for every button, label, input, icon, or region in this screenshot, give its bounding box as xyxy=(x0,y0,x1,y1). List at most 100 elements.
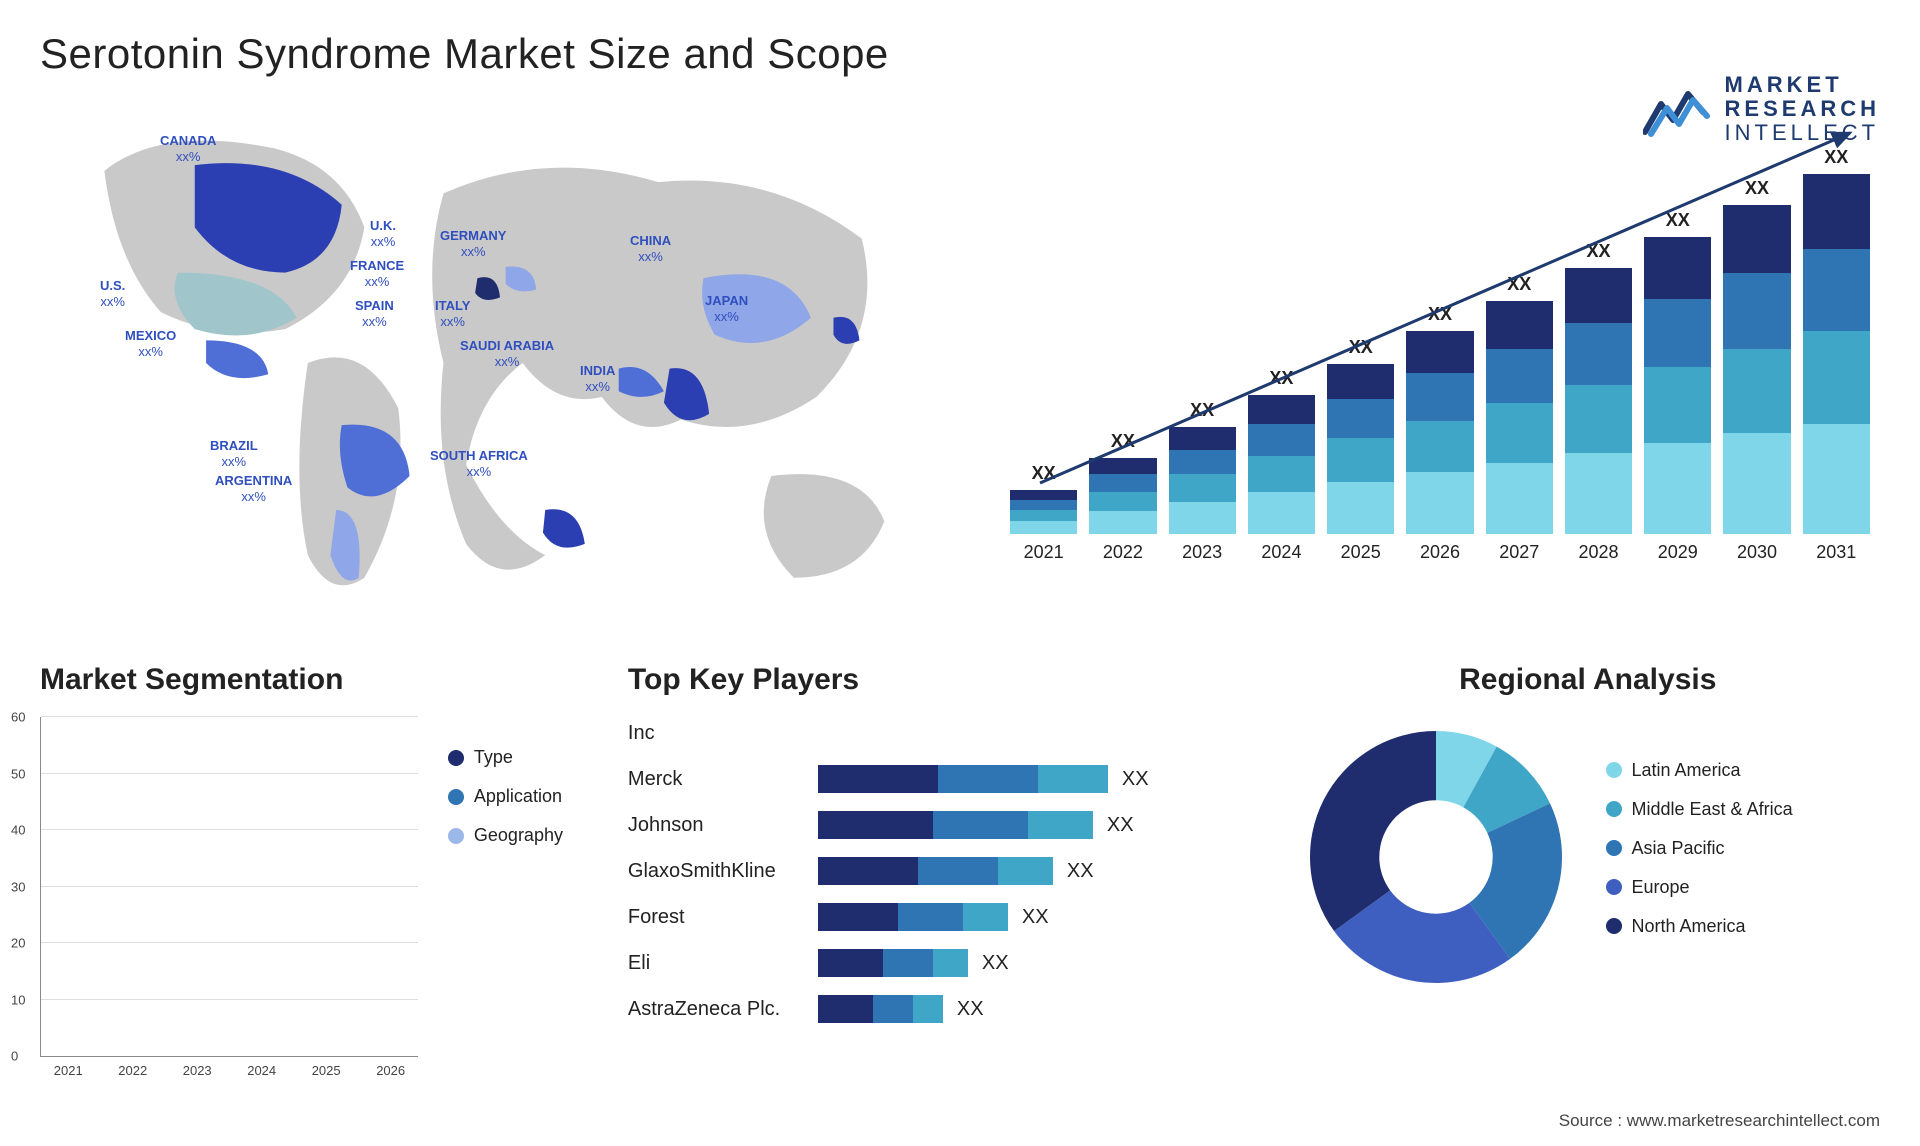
forecast-bar-2024: XX2024 xyxy=(1248,368,1315,563)
map-label-saudiarabia: SAUDI ARABIAxx% xyxy=(460,338,554,369)
seg-gridline xyxy=(41,829,418,830)
player-row: Inc xyxy=(628,717,1266,749)
regional-panel: Regional Analysis Latin America Middle Ea… xyxy=(1296,663,1880,1083)
seg-ytick: 0 xyxy=(11,1049,18,1064)
forecast-value-label: XX xyxy=(1111,431,1135,452)
legend-dot-icon xyxy=(448,789,464,805)
forecast-bar-2022: XX 2022 xyxy=(1089,431,1156,563)
player-row: MerckXX xyxy=(628,763,1266,795)
forecast-bar-segment xyxy=(1010,510,1077,521)
forecast-bar-segment xyxy=(1803,331,1870,423)
segmentation-bars: 0102030405060202120222023202420252026 xyxy=(40,717,418,1057)
forecast-year-label: 2031 xyxy=(1816,542,1856,563)
player-bar-segment xyxy=(818,995,873,1023)
forecast-bar-segment xyxy=(1723,349,1790,433)
player-name-label: Johnson xyxy=(628,814,818,837)
forecast-value-label: XX xyxy=(1349,337,1373,358)
player-row: ForestXX xyxy=(628,901,1266,933)
map-label-france: FRANCExx% xyxy=(350,258,404,289)
legend-dot-icon xyxy=(448,828,464,844)
player-bar-segment xyxy=(818,857,918,885)
regional-legend-item: Latin America xyxy=(1606,760,1793,781)
forecast-bar-stack xyxy=(1723,205,1790,534)
map-label-mexico: MEXICOxx% xyxy=(125,328,176,359)
forecast-bar-segment xyxy=(1565,268,1632,323)
player-bar-segment xyxy=(818,811,933,839)
regional-legend-item: Europe xyxy=(1606,877,1793,898)
seg-ytick: 10 xyxy=(11,992,25,1007)
forecast-bar-segment xyxy=(1010,521,1077,534)
map-label-germany: GERMANYxx% xyxy=(440,228,506,259)
forecast-bar-segment xyxy=(1089,458,1156,474)
map-label-india: INDIAxx% xyxy=(580,363,615,394)
player-bar xyxy=(818,857,1053,885)
forecast-bar-segment xyxy=(1723,273,1790,349)
forecast-bar-segment xyxy=(1565,323,1632,385)
forecast-bar-stack xyxy=(1644,237,1711,534)
legend-dot-icon xyxy=(1606,918,1622,934)
player-bar xyxy=(818,903,1008,931)
legend-label: Geography xyxy=(474,825,563,846)
legend-dot-icon xyxy=(1606,801,1622,817)
forecast-bar-chart: XX2021XX2022XX2023XX2024XX2025XX2026XX20… xyxy=(1000,123,1880,563)
player-value-label: XX xyxy=(957,998,984,1021)
forecast-bar-stack xyxy=(1565,268,1632,534)
forecast-bar-segment xyxy=(1803,174,1870,249)
seg-year-label: 2025 xyxy=(312,1063,341,1078)
forecast-year-label: 2026 xyxy=(1420,542,1460,563)
player-name-label: GlaxoSmithKline xyxy=(628,860,818,883)
legend-label: Asia Pacific xyxy=(1632,838,1725,859)
segmentation-chart: 0102030405060202120222023202420252026 Ty… xyxy=(40,717,598,1057)
forecast-bar-segment xyxy=(1406,421,1473,473)
forecast-bar-segment xyxy=(1327,438,1394,482)
player-bar-segment xyxy=(818,949,883,977)
forecast-bar-segment xyxy=(1169,427,1236,450)
forecast-bar-segment xyxy=(1644,299,1711,367)
map-label-southafrica: SOUTH AFRICAxx% xyxy=(430,448,528,479)
forecast-bar-2029: XX2029 xyxy=(1644,210,1711,563)
forecast-year-label: 2022 xyxy=(1103,542,1143,563)
forecast-bar-2031: XX2031 xyxy=(1803,147,1870,563)
forecast-value-label: XX xyxy=(1666,210,1690,231)
forecast-bar-stack xyxy=(1406,331,1473,534)
forecast-bar-segment xyxy=(1169,502,1236,534)
forecast-bar-segment xyxy=(1248,395,1315,424)
player-bar-segment xyxy=(933,811,1028,839)
forecast-bar-stack xyxy=(1327,364,1394,534)
donut-slice xyxy=(1310,731,1436,931)
map-label-uk: U.K.xx% xyxy=(370,218,396,249)
top-region: CANADAxx%U.S.xx%MEXICOxx%BRAZILxx%ARGENT… xyxy=(40,103,1880,623)
seg-gridline xyxy=(41,716,418,717)
page-title: Serotonin Syndrome Market Size and Scope xyxy=(40,30,1880,78)
player-bar xyxy=(818,949,968,977)
forecast-value-label: XX xyxy=(1745,178,1769,199)
regional-title: Regional Analysis xyxy=(1296,663,1880,697)
forecast-bar-segment xyxy=(1248,492,1315,534)
seg-year-label: 2026 xyxy=(376,1063,405,1078)
forecast-bar-segment xyxy=(1169,474,1236,502)
forecast-bar-2026: XX2026 xyxy=(1406,304,1473,563)
forecast-bar-stack xyxy=(1803,174,1870,534)
forecast-bar-stack xyxy=(1169,427,1236,534)
forecast-bar-segment xyxy=(1089,474,1156,492)
player-bar-segment xyxy=(883,949,933,977)
forecast-value-label: XX xyxy=(1507,274,1531,295)
map-label-brazil: BRAZILxx% xyxy=(210,438,258,469)
player-name-label: Merck xyxy=(628,768,818,791)
seg-legend-item: Geography xyxy=(448,825,598,846)
forecast-bar-stack xyxy=(1089,458,1156,534)
forecast-bar-segment xyxy=(1327,364,1394,400)
legend-label: Type xyxy=(474,747,513,768)
forecast-bar-segment xyxy=(1803,249,1870,332)
forecast-bar-2027: XX2027 xyxy=(1486,274,1553,563)
forecast-value-label: XX xyxy=(1190,400,1214,421)
player-bar-segment xyxy=(933,949,968,977)
segmentation-panel: Market Segmentation 01020304050602021202… xyxy=(40,663,598,1083)
legend-label: Application xyxy=(474,786,562,807)
player-bar-segment xyxy=(918,857,998,885)
forecast-bar-segment xyxy=(1565,385,1632,453)
map-label-us: U.S.xx% xyxy=(100,278,125,309)
regional-legend: Latin America Middle East & Africa Asia Pa… xyxy=(1606,760,1793,955)
legend-label: Middle East & Africa xyxy=(1632,799,1793,820)
map-label-japan: JAPANxx% xyxy=(705,293,748,324)
